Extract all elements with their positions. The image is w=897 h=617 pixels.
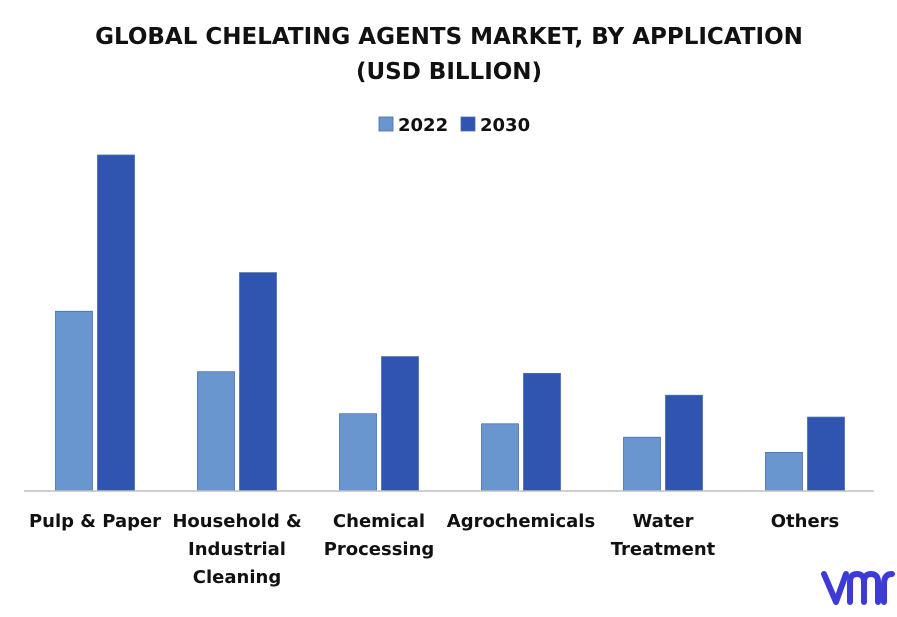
bar-2022-4 xyxy=(623,436,661,492)
category-label-line: Agrochemicals xyxy=(447,511,595,532)
bar-2030-0 xyxy=(97,154,135,492)
category-labels: Pulp & Paper Household & Industrial Cleanin… xyxy=(29,511,839,588)
category-label-line: Others xyxy=(771,511,840,532)
bar-2022-1 xyxy=(197,371,235,492)
bar-2022-0 xyxy=(55,310,93,492)
legend-swatch-2022 xyxy=(378,116,394,132)
legend-swatch-2030 xyxy=(460,116,476,132)
legend-label-2022: 2022 xyxy=(398,115,448,136)
category-label-line: Pulp & Paper xyxy=(29,511,161,532)
bar-2030-3 xyxy=(523,372,561,492)
bar-2022-3 xyxy=(481,423,519,492)
category-label-line: Household & xyxy=(172,511,301,532)
category-label-line: Processing xyxy=(324,539,435,560)
category-label-line: Industrial xyxy=(188,539,286,560)
category-label-line: Water xyxy=(632,511,693,532)
bar-2030-2 xyxy=(381,356,419,492)
legend-label-2030: 2030 xyxy=(480,115,530,136)
chart-title-line-2: (USD BILLION) xyxy=(356,59,542,85)
bars-group xyxy=(55,154,845,492)
category-label-4: Water Treatment xyxy=(611,511,716,560)
legend: 2022 2030 xyxy=(378,115,530,136)
bar-2030-5 xyxy=(807,416,845,492)
bar-2022-5 xyxy=(765,451,803,492)
category-label-5: Others xyxy=(771,511,840,532)
category-label-line: Treatment xyxy=(611,539,716,560)
category-label-line: Cleaning xyxy=(193,567,281,588)
bar-2022-2 xyxy=(339,413,377,492)
category-label-0: Pulp & Paper xyxy=(29,511,161,532)
category-label-2: Chemical Processing xyxy=(324,511,435,560)
category-label-line: Chemical xyxy=(333,511,425,532)
category-label-3: Agrochemicals xyxy=(447,511,595,532)
category-label-1: Household & Industrial Cleaning xyxy=(172,511,301,588)
bar-2030-4 xyxy=(665,394,703,492)
vmr-logo-icon xyxy=(821,571,895,605)
bar-2030-1 xyxy=(239,272,277,492)
chart-title-line-1: GLOBAL CHELATING AGENTS MARKET, BY APPLI… xyxy=(95,24,803,50)
